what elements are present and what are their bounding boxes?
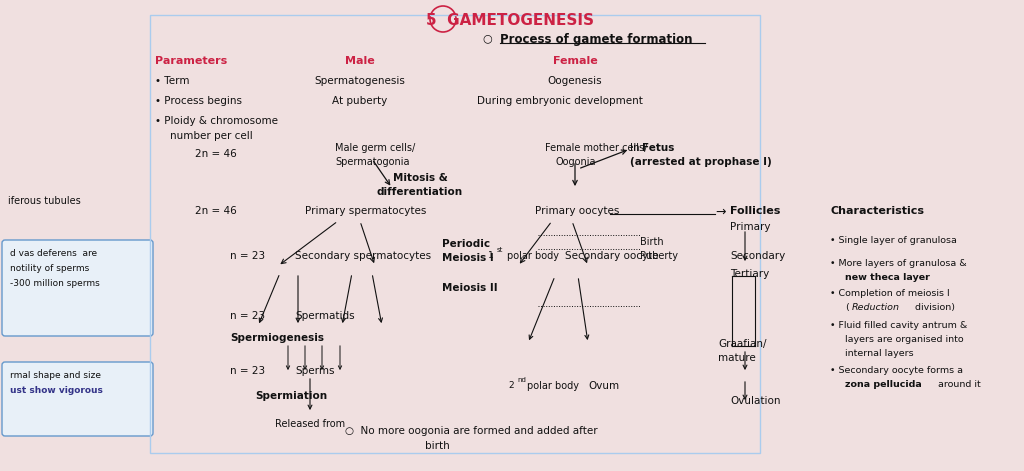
Text: Reduction: Reduction [852, 303, 900, 312]
Text: new theca layer: new theca layer [845, 273, 930, 282]
Text: notility of sperms: notility of sperms [10, 264, 89, 273]
Text: 2n = 46: 2n = 46 [195, 149, 237, 159]
Text: Spermatogonia: Spermatogonia [335, 157, 410, 167]
FancyBboxPatch shape [2, 240, 153, 336]
Text: →: → [715, 206, 725, 219]
Text: (: ( [845, 303, 849, 312]
Text: iferous tubules: iferous tubules [8, 196, 81, 206]
Text: internal layers: internal layers [845, 349, 913, 358]
Text: Ovum: Ovum [588, 381, 620, 391]
Text: • Process begins: • Process begins [155, 96, 242, 106]
Text: 1: 1 [488, 251, 494, 260]
Text: Characteristics: Characteristics [830, 206, 924, 216]
Text: polar body: polar body [527, 381, 579, 391]
Text: Primary spermatocytes: Primary spermatocytes [305, 206, 426, 216]
Text: During embryonic development: During embryonic development [477, 96, 643, 106]
Text: number per cell: number per cell [170, 131, 253, 141]
Text: differentiation: differentiation [377, 187, 463, 197]
Text: Primary oocytes: Primary oocytes [535, 206, 620, 216]
Text: Female: Female [553, 56, 597, 66]
Text: st: st [497, 247, 504, 253]
Text: • Fluid filled cavity antrum &: • Fluid filled cavity antrum & [830, 321, 968, 330]
Text: nd: nd [517, 377, 526, 383]
Text: In: In [630, 143, 643, 153]
Text: Parameters: Parameters [155, 56, 227, 66]
Text: (arrested at prophase I): (arrested at prophase I) [630, 157, 772, 167]
Text: n = 23: n = 23 [230, 251, 265, 261]
Text: • More layers of granulosa &: • More layers of granulosa & [830, 259, 967, 268]
Text: Graafian/: Graafian/ [718, 339, 767, 349]
Text: Follicles: Follicles [730, 206, 780, 216]
Text: n = 23: n = 23 [230, 311, 265, 321]
Text: Periodic: Periodic [442, 239, 490, 249]
Text: -300 million sperms: -300 million sperms [10, 279, 99, 288]
Text: Fetus: Fetus [642, 143, 675, 153]
Text: Birth: Birth [640, 237, 664, 247]
Text: Secondary spermatocytes: Secondary spermatocytes [295, 251, 431, 261]
Text: Spermatids: Spermatids [295, 311, 354, 321]
Text: Puberty: Puberty [640, 251, 678, 261]
Text: Meiosis II: Meiosis II [442, 283, 498, 293]
Text: • Term: • Term [155, 76, 189, 86]
Text: mature: mature [718, 353, 756, 363]
Text: • Completion of meiosis I: • Completion of meiosis I [830, 289, 949, 298]
Text: zona pellucida: zona pellucida [845, 380, 922, 389]
Text: Male germ cells/: Male germ cells/ [335, 143, 416, 153]
Text: 2n = 46: 2n = 46 [195, 206, 237, 216]
Text: Oogonia: Oogonia [555, 157, 596, 167]
Text: Secondary: Secondary [730, 251, 785, 261]
Text: Spermiation: Spermiation [255, 391, 327, 401]
Text: Meiosis I: Meiosis I [442, 253, 494, 263]
Text: layers are organised into: layers are organised into [845, 335, 964, 344]
Text: Oogenesis: Oogenesis [548, 76, 602, 86]
Text: 2: 2 [508, 381, 514, 390]
Text: Tertiary: Tertiary [730, 269, 769, 279]
Text: ust show vigorous: ust show vigorous [10, 386, 102, 395]
Text: Mitosis &: Mitosis & [392, 173, 447, 183]
Text: ○  No more oogonia are formed and added after: ○ No more oogonia are formed and added a… [345, 426, 598, 436]
Text: Sperms: Sperms [295, 366, 335, 376]
Text: Spermatogenesis: Spermatogenesis [314, 76, 406, 86]
Text: Female mother cells/: Female mother cells/ [545, 143, 647, 153]
Text: Released from: Released from [275, 419, 345, 429]
Text: rmal shape and size: rmal shape and size [10, 371, 101, 380]
Text: n = 23: n = 23 [230, 366, 265, 376]
Text: Spermiogenesis: Spermiogenesis [230, 333, 324, 343]
Text: Process of gamete formation: Process of gamete formation [500, 33, 692, 46]
Text: Secondary oocyte: Secondary oocyte [565, 251, 658, 261]
Text: • Single layer of granulosa: • Single layer of granulosa [830, 236, 956, 245]
Text: polar body: polar body [507, 251, 559, 261]
Text: ○: ○ [482, 33, 492, 43]
Text: Male: Male [345, 56, 375, 66]
Text: d vas deferens  are: d vas deferens are [10, 249, 97, 258]
Text: 5  GAMETOGENESIS: 5 GAMETOGENESIS [426, 13, 594, 28]
Text: around it: around it [935, 380, 981, 389]
Text: division): division) [912, 303, 955, 312]
Text: At puberty: At puberty [333, 96, 388, 106]
Text: birth: birth [425, 441, 450, 451]
Text: Primary: Primary [730, 222, 770, 232]
Text: • Secondary oocyte forms a: • Secondary oocyte forms a [830, 366, 963, 375]
FancyBboxPatch shape [2, 362, 153, 436]
Text: • Ploidy & chromosome: • Ploidy & chromosome [155, 116, 278, 126]
Text: Ovulation: Ovulation [730, 396, 780, 406]
